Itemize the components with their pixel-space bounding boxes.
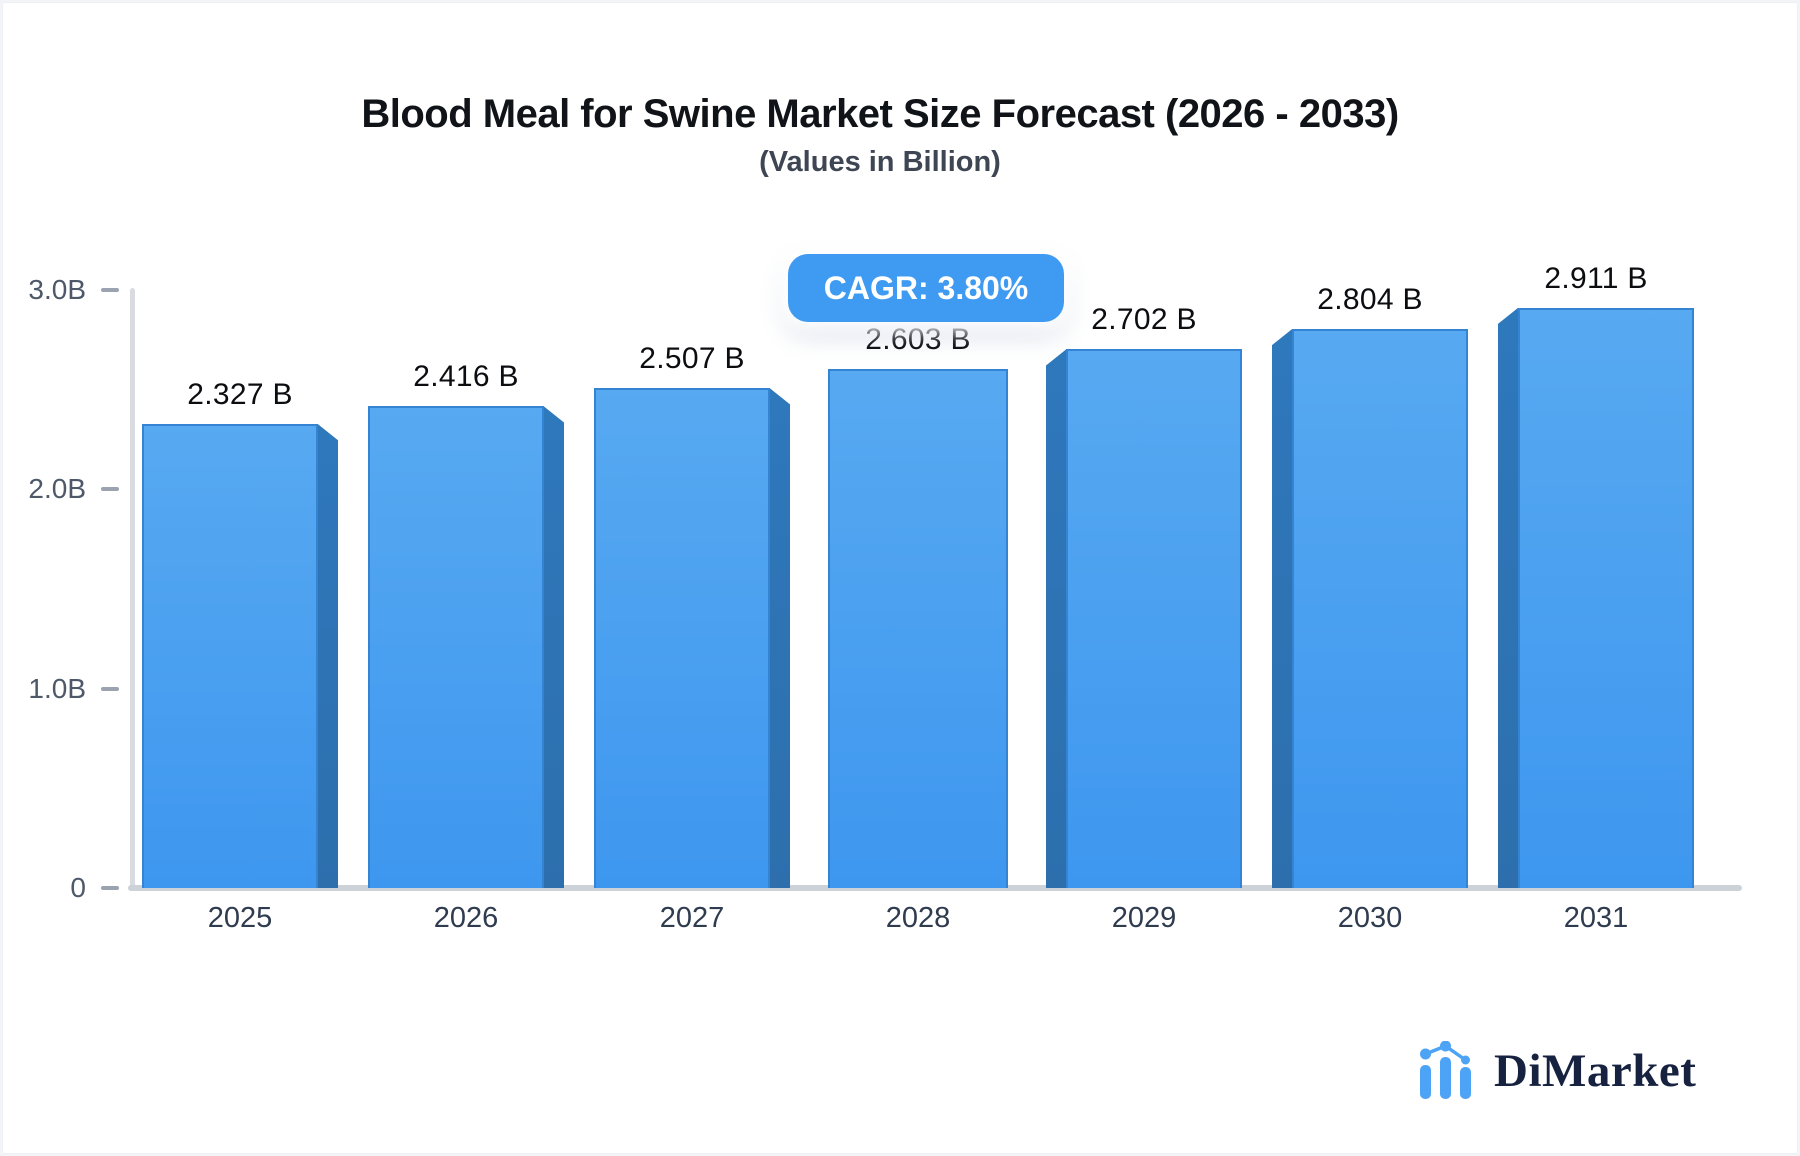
x-axis-label: 2025	[207, 902, 273, 934]
bar-value-label: 2.603 B	[865, 323, 971, 357]
y-tick-mark	[101, 288, 119, 293]
bar-side-face	[318, 424, 338, 888]
x-axis-label: 2027	[659, 902, 725, 934]
y-tick-label: 0	[70, 872, 86, 903]
y-axis-line	[130, 288, 135, 890]
bar-value-label: 2.804 B	[1317, 283, 1423, 317]
x-axis-label: 2029	[1111, 902, 1177, 934]
x-axis-label: 2028	[885, 902, 951, 934]
bar-side-face	[544, 406, 564, 888]
bar-value-label: 2.416 B	[413, 360, 519, 394]
cagr-badge: CAGR: 3.80%	[788, 254, 1064, 322]
bar-2029	[1066, 349, 1242, 888]
bar-value-label: 2.702 B	[1091, 303, 1197, 337]
chart-title: Blood Meal for Swine Market Size Forecas…	[361, 92, 1399, 136]
x-axis-label: 2030	[1337, 902, 1403, 934]
y-tick-label: 2.0B	[28, 473, 86, 505]
bar-2030	[1292, 329, 1468, 888]
y-tick-mark	[101, 886, 119, 890]
bar-side-face	[1272, 329, 1292, 888]
brand-logo: DiMarket	[1418, 1032, 1700, 1110]
bar-side-face	[1498, 307, 1518, 888]
brand-logo-text: DiMarket	[1494, 1045, 1697, 1097]
bar-value-label: 2.507 B	[639, 342, 745, 376]
bar-2025	[142, 424, 318, 888]
x-axis-label: 2026	[433, 902, 499, 934]
bar-2031	[1518, 307, 1694, 888]
bar-2027	[594, 388, 770, 888]
bar-value-label: 2.327 B	[187, 378, 293, 412]
bar-line-chart-icon	[1420, 1041, 1471, 1099]
x-axis-label: 2031	[1563, 902, 1629, 934]
bar-2028	[828, 369, 1008, 888]
bar-value-label: 2.911 B	[1544, 261, 1648, 295]
chart-subtitle: (Values in Billion)	[759, 146, 1001, 178]
x-axis-line	[128, 885, 1742, 891]
y-tick-label: 1.0B	[28, 672, 86, 704]
y-tick-label: 3.0B	[28, 274, 86, 306]
bar-side-face	[770, 388, 790, 888]
bar-2026	[368, 406, 544, 888]
y-tick-mark	[101, 487, 119, 492]
y-tick-mark	[101, 686, 119, 691]
bar-side-face	[1046, 349, 1066, 888]
